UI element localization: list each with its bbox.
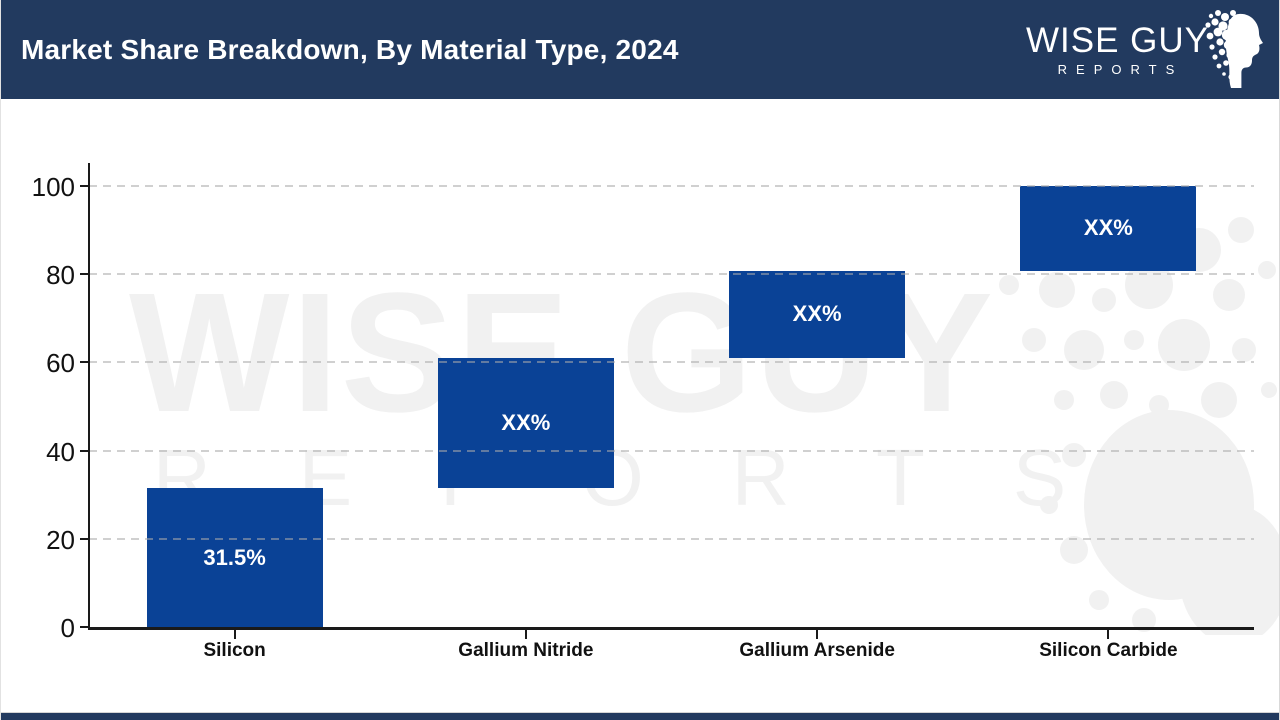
bar-gallium-arsenide: XX%	[729, 270, 906, 358]
y-tick-80	[80, 273, 89, 276]
x-tick-2	[816, 630, 819, 639]
x-tick-3	[1107, 630, 1110, 639]
footer-bar	[1, 712, 1279, 720]
gridline-80	[89, 273, 1254, 276]
logo-text: WISE GUY REPORTS	[1026, 23, 1209, 77]
gridline-20	[89, 537, 1254, 540]
y-tick-60	[80, 361, 89, 364]
bar-gallium-nitride: XX%	[437, 357, 614, 489]
y-tick-label-0: 0	[60, 613, 75, 643]
logo-wordmark: WISE GUY	[1025, 20, 1209, 60]
header-banner: Market Share Breakdown, By Material Type…	[1, 0, 1279, 99]
y-tick-label-100: 100	[31, 172, 75, 202]
x-axis-line	[88, 627, 1254, 630]
gridline-60	[89, 361, 1254, 364]
y-tick-label-40: 40	[46, 436, 75, 467]
y-tick-40	[80, 449, 89, 452]
gridline-100	[89, 185, 1254, 187]
x-tick-0	[233, 630, 236, 639]
y-axis-line	[88, 163, 90, 630]
y-tick-0	[80, 626, 89, 628]
x-category-label-0: Silicon	[203, 640, 266, 661]
bar-silicon: 31.5%	[146, 488, 323, 627]
head-profile-icon	[1205, 9, 1263, 88]
page-title: Market Share Breakdown, By Material Type…	[21, 33, 679, 65]
x-category-label-3: Silicon Carbide	[1039, 640, 1178, 661]
y-tick-label-80: 80	[46, 260, 75, 291]
y-tick-20	[80, 537, 89, 540]
x-category-label-2: Gallium Arsenide	[739, 640, 895, 661]
bar-value-label: XX%	[501, 410, 551, 436]
gridline-40	[89, 449, 1254, 452]
bar-silicon-carbide: XX%	[1020, 186, 1197, 271]
bar-value-label: XX%	[792, 301, 842, 327]
bar-value-label: 31.5%	[203, 544, 266, 570]
x-tick-1	[524, 630, 527, 639]
logo-subtitle: REPORTS	[1057, 61, 1184, 77]
y-tick-label-60: 60	[46, 348, 75, 379]
bar-value-label: XX%	[1083, 215, 1133, 241]
y-tick-label-20: 20	[46, 524, 75, 555]
x-category-label-1: Gallium Nitride	[458, 640, 594, 661]
y-tick-100	[80, 185, 89, 187]
wise-guy-logo: WISE GUY REPORTS	[1026, 8, 1279, 92]
